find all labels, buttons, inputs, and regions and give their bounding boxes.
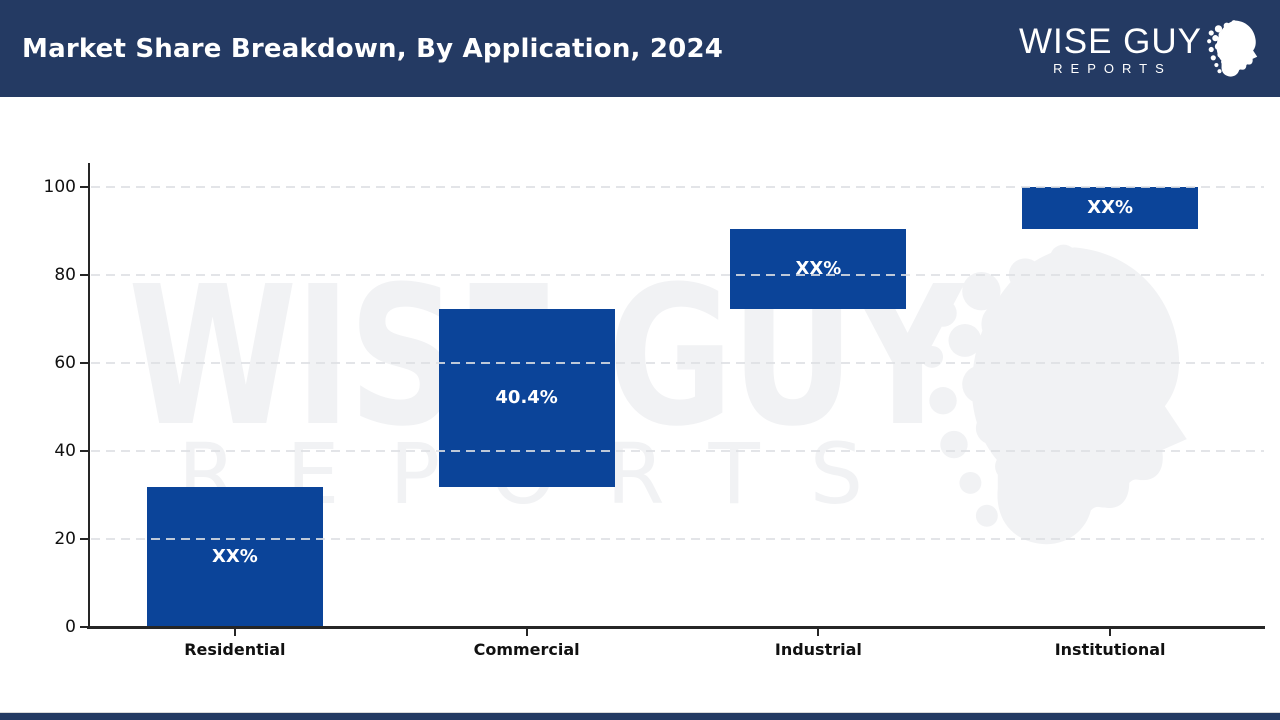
bar-commercial (438, 309, 615, 488)
wise-guy-reports-logo: WISE GUY REPORTS (1019, 8, 1266, 90)
x-tick-mark (817, 629, 820, 636)
bar-residential (146, 487, 323, 627)
x-category-label: Institutional (1054, 640, 1166, 659)
y-axis-line (88, 163, 90, 628)
x-category-label: Residential (184, 640, 286, 659)
gridline (91, 274, 1264, 276)
y-tick-label: 100 (43, 177, 76, 197)
y-tick-label: 40 (54, 441, 76, 461)
y-tick-mark (80, 274, 89, 276)
x-axis-line (87, 626, 1265, 629)
chart-title: Market Share Breakdown, By Application, … (22, 33, 724, 64)
y-tick-label: 20 (54, 529, 76, 549)
bar-value-label: 40.4% (495, 387, 558, 409)
x-tick-mark (233, 629, 236, 636)
y-tick-mark (80, 362, 89, 364)
logo-text: WISE GUY REPORTS (1019, 24, 1202, 75)
bar-value-label: XX% (211, 546, 258, 568)
y-tick-mark (80, 538, 89, 540)
x-tick-mark (525, 629, 528, 636)
logo-face-icon (1207, 20, 1258, 77)
bar-value-label: XX% (1087, 196, 1134, 218)
logo-wiseguy-label: WISE GUY (1018, 21, 1202, 61)
gridline (91, 538, 1264, 540)
logo-reports-label: REPORTS (1053, 60, 1172, 76)
y-tick-label: 0 (65, 617, 76, 637)
footer-bar (0, 712, 1280, 720)
y-tick-mark (80, 450, 89, 452)
bar-industrial (730, 228, 907, 310)
x-category-label: Commercial (473, 640, 580, 659)
y-tick-label: 80 (54, 265, 76, 285)
y-tick-label: 60 (54, 353, 76, 373)
gridline (91, 362, 1264, 364)
bar-institutional (1022, 187, 1199, 229)
x-tick-mark (1109, 629, 1112, 636)
header-bar: Market Share Breakdown, By Application, … (0, 0, 1280, 97)
y-tick-mark (80, 626, 89, 628)
gridline (91, 186, 1264, 188)
x-category-label: Industrial (774, 640, 862, 659)
bar-value-label: XX% (795, 258, 842, 280)
gridline (91, 450, 1264, 452)
y-tick-mark (80, 186, 89, 188)
